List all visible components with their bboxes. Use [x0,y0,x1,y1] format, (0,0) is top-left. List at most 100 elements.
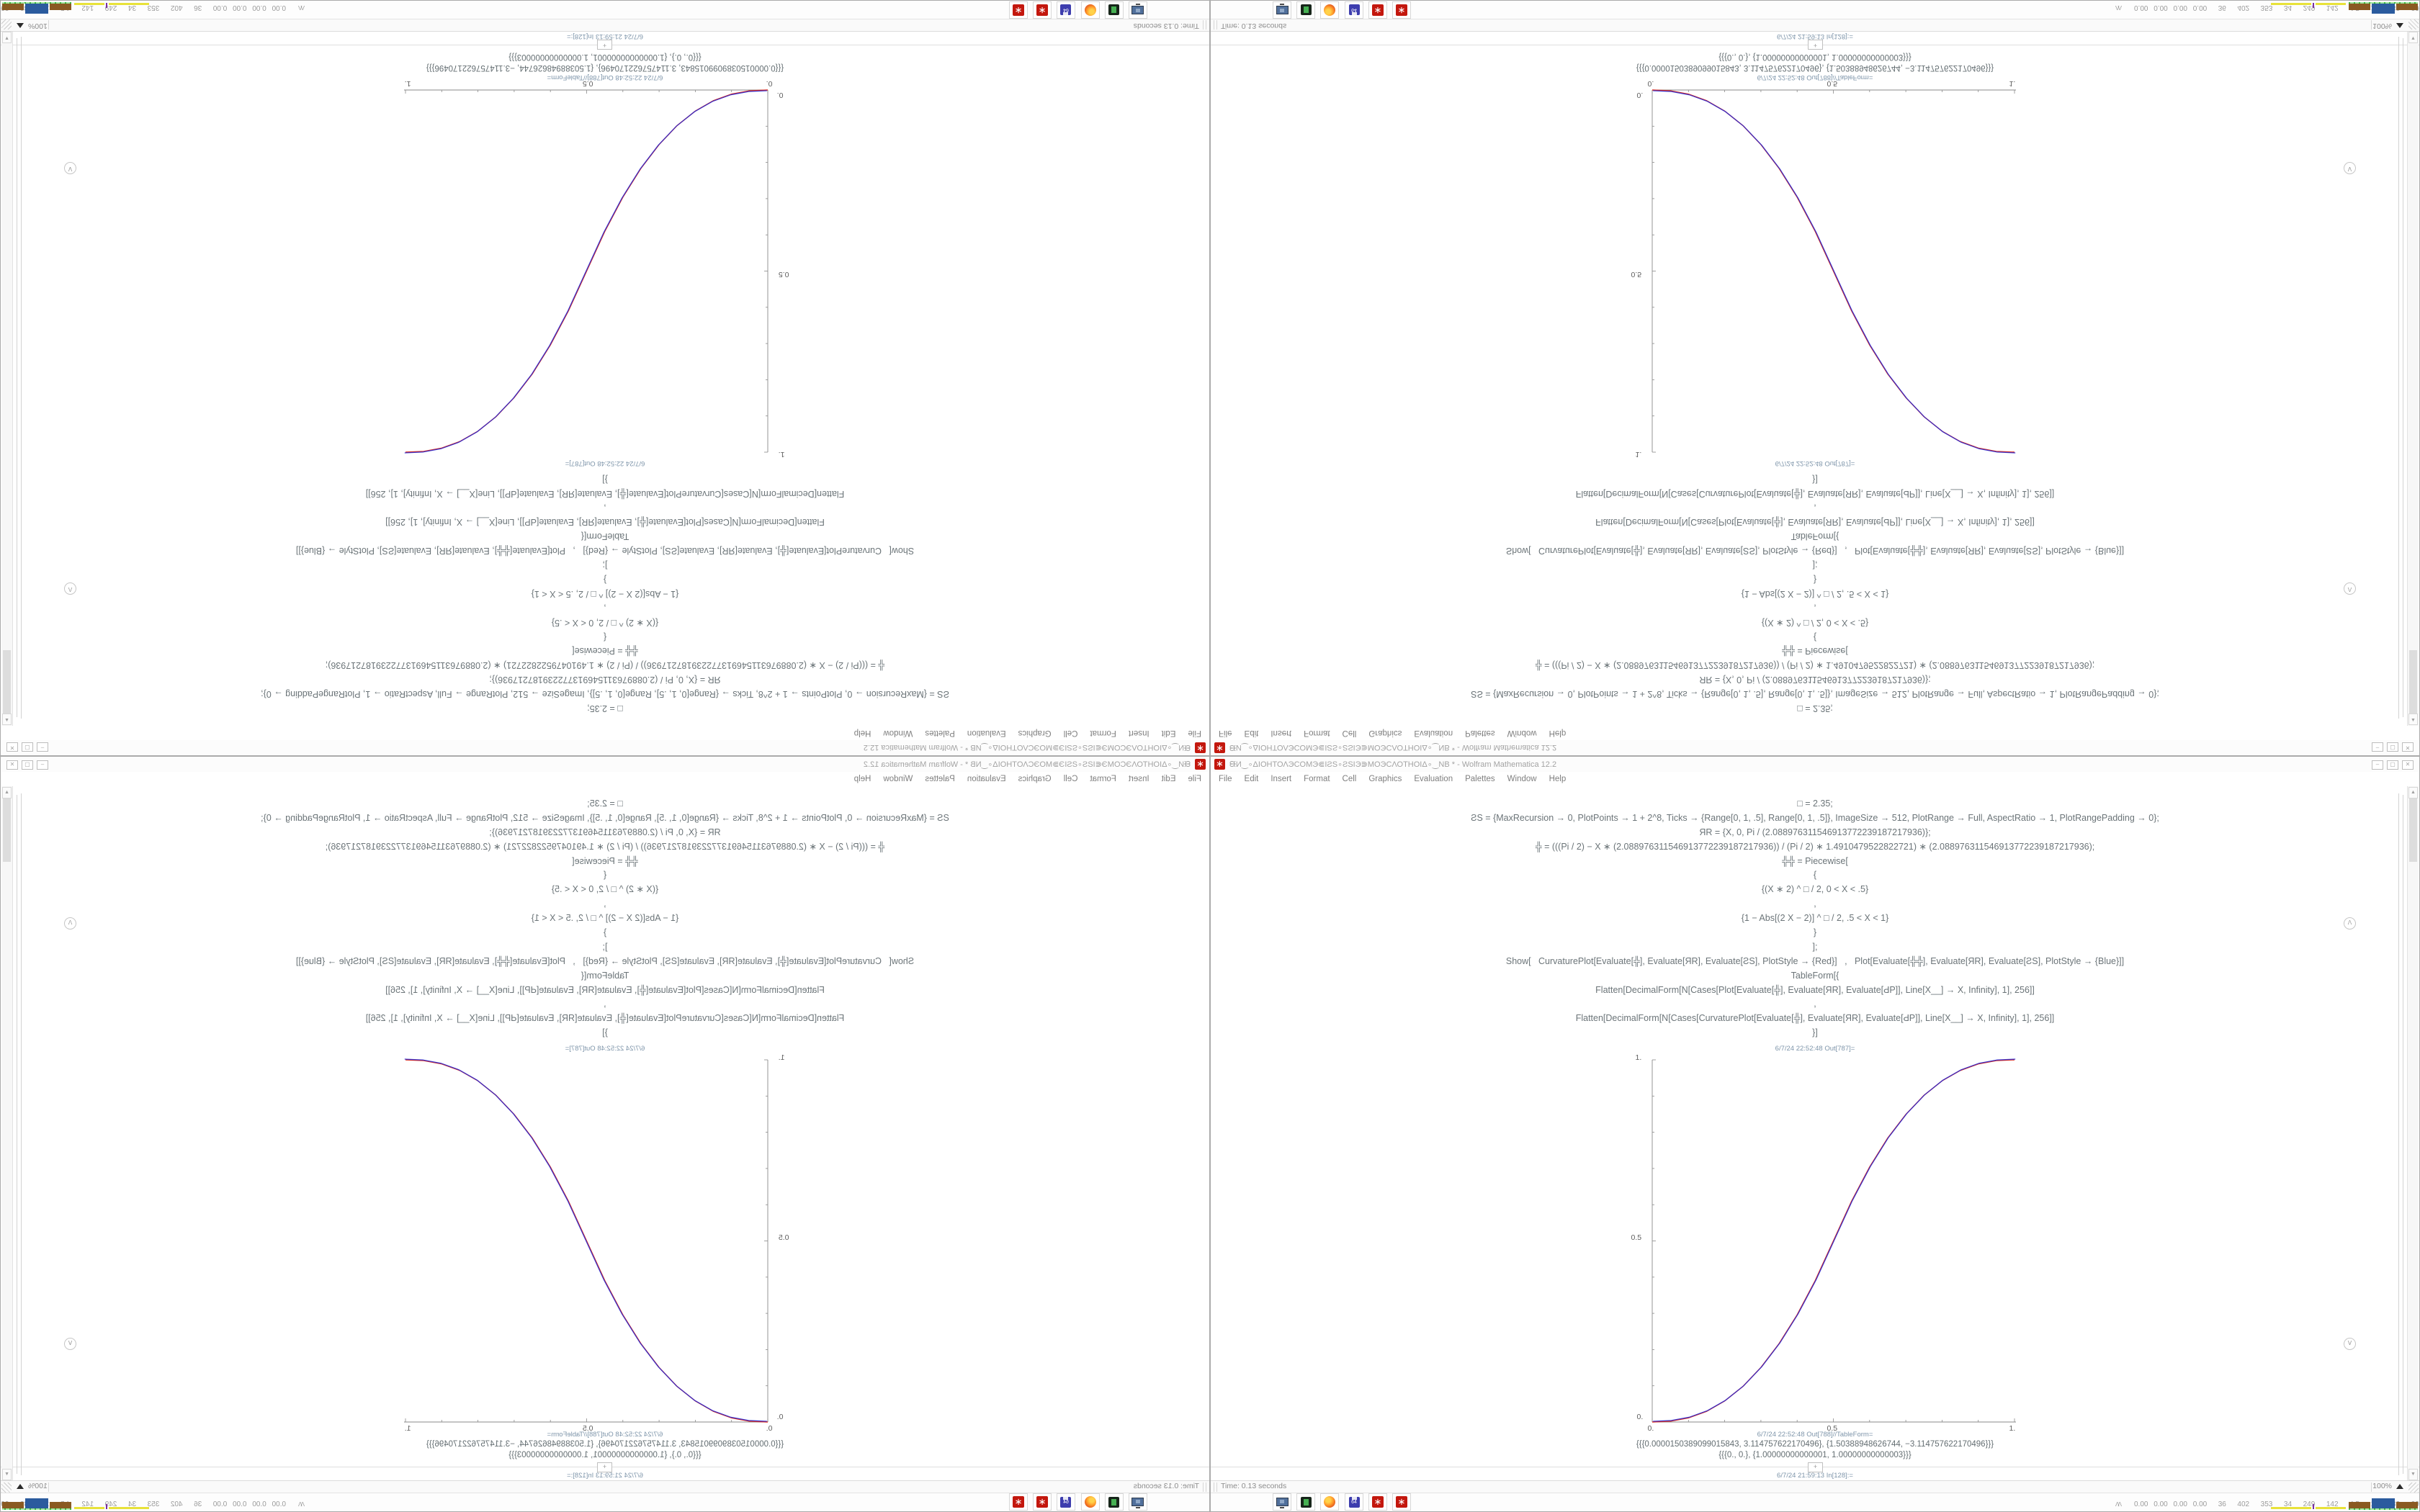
menu-edit[interactable]: Edit [1244,775,1259,783]
green-book-icon[interactable] [1296,1,1315,19]
tray-collapse-icon[interactable]: ᐱᐱ [300,4,305,11]
monitor-icon[interactable] [1129,1,1147,19]
code-line[interactable]: , [604,999,606,1009]
input-cell[interactable]: □ = 2.35; ƧS = {MaxRecursion → 0, PlotPo… [1,786,1209,1040]
minimize-button[interactable]: – [37,760,48,770]
code-line[interactable]: , [604,899,606,909]
code-line[interactable]: Show[ CurvaturePlot[Evaluate[╬], Evaluat… [1505,955,2125,966]
menu-format[interactable]: Format [1304,775,1330,783]
input-cell[interactable]: □ = 2.35; ƧS = {MaxRecursion → 0, PlotPo… [1,472,1209,726]
code-line[interactable]: {(X ∗ 2) ^ □ / 2, 0 < X < .5} [551,617,659,628]
zoom-level[interactable]: 100% [2372,22,2392,30]
menu-cell[interactable]: Cell [1063,775,1078,783]
scrollbar-thumb[interactable] [3,798,11,862]
menu-window[interactable]: Window [1507,775,1537,783]
wolfram-gear-icon[interactable]: ∗ [1009,1,1028,19]
code-line[interactable]: ЯR = {X, 0, Pi / (2.08897631154691377223… [489,675,721,685]
minimize-button[interactable]: – [2372,760,2383,770]
scroll-down-icon[interactable]: ▼ [2,1469,12,1480]
chevron-up-icon[interactable]: ᐱ [64,917,76,930]
magnification-dropdown-icon[interactable] [17,23,24,28]
magnification-control[interactable]: 100% [2372,22,2403,30]
chevron-down-icon[interactable]: ᐯ [2344,162,2356,174]
menu-evaluation[interactable]: Evaluation [1414,729,1453,737]
code-line[interactable]: TableForm[{ [1791,970,1839,981]
chevron-down-icon[interactable]: ᐯ [2344,1338,2356,1350]
code-line[interactable]: } [1813,927,1817,938]
code-line[interactable]: {(X ∗ 2) ^ □ / 2, 0 < X < .5} [1761,617,1869,628]
insert-cell-plus-icon[interactable]: + [597,1462,612,1473]
menu-edit[interactable]: Edit [1244,729,1259,737]
code-line[interactable]: { [603,631,607,642]
vertical-scrollbar[interactable]: ▲ ▼ [2407,786,2419,1481]
code-line[interactable]: ╬╬ = Piecewise[ [1782,646,1848,657]
input-cell[interactable]: □ = 2.35; ƧS = {MaxRecursion → 0, PlotPo… [1211,472,2419,726]
close-button[interactable]: ✕ [2402,742,2414,752]
code-line[interactable]: ╬╬ = Piecewise[ [1782,855,1848,866]
chevron-up-icon[interactable]: ᐱ [64,582,76,595]
chevron-down-icon[interactable]: ᐯ [64,1338,76,1350]
code-line[interactable]: } [1813,574,1817,585]
code-line[interactable]: Show[ CurvaturePlot[Evaluate[╬], Evaluat… [295,955,915,966]
code-line[interactable]: ]; [602,941,608,952]
menu-window[interactable]: Window [1507,729,1537,737]
firefox-icon[interactable] [1320,1493,1339,1511]
code-line[interactable]: Flatten[DecimalForm[N[Cases[CurvaturePlo… [365,1013,845,1024]
code-line[interactable]: {(X ∗ 2) ^ □ / 2, 0 < X < .5} [551,884,659,895]
insert-cell-plus-icon[interactable]: + [1808,1462,1823,1473]
monitor-icon[interactable] [1273,1493,1291,1511]
wolfram-gear-icon[interactable]: ∗ [1368,1493,1387,1511]
scrollbar-thumb[interactable] [2409,650,2417,714]
scroll-down-icon[interactable]: ▼ [2408,1469,2418,1480]
scroll-up-icon[interactable]: ▲ [2,787,12,798]
minimize-button[interactable]: – [2372,742,2383,752]
menu-help[interactable]: Help [1549,729,1567,737]
menu-insert[interactable]: Insert [1128,729,1150,737]
menu-graphics[interactable]: Graphics [1368,729,1402,737]
code-line[interactable]: TableForm[{ [581,531,629,542]
firefox-icon[interactable] [1081,1,1100,19]
code-line[interactable]: TableForm[{ [581,970,629,981]
zoom-level[interactable]: 100% [28,1482,48,1490]
menu-palettes[interactable]: Palettes [1465,729,1495,737]
floppy-64-icon[interactable]: 64 [1057,1493,1075,1511]
resize-grip[interactable] [1,1482,12,1493]
floppy-64-icon[interactable]: 64 [1345,1,1363,19]
code-line[interactable]: Flatten[DecimalForm[N[Cases[CurvaturePlo… [1575,1013,2055,1024]
monitor-icon[interactable] [1273,1,1291,19]
code-line[interactable]: , [1814,603,1816,613]
menu-format[interactable]: Format [1304,729,1330,737]
insert-cell-plus-icon[interactable]: + [1808,39,1823,50]
scrollbar-thumb[interactable] [3,650,11,714]
code-line[interactable]: } [603,574,607,585]
chevron-up-icon[interactable]: ᐱ [2344,582,2356,595]
close-button[interactable]: ✕ [2402,760,2414,770]
menu-file[interactable]: File [1219,775,1232,783]
menu-graphics[interactable]: Graphics [1368,775,1402,783]
chevron-up-icon[interactable]: ᐱ [2344,917,2356,930]
firefox-icon[interactable] [1081,1493,1100,1511]
code-line[interactable]: ЯR = {X, 0, Pi / (2.08897631154691377223… [1699,675,1931,685]
scroll-down-icon[interactable]: ▼ [2408,32,2418,43]
cell-group-bracket[interactable] [2398,37,2399,719]
code-line[interactable]: Flatten[DecimalForm[N[Cases[Plot[Evaluat… [1595,984,2035,995]
code-line[interactable]: } [603,927,607,938]
scrollbar-thumb[interactable] [2409,798,2417,862]
menu-evaluation[interactable]: Evaluation [967,775,1006,783]
code-line[interactable]: ╬ = (((Pi / 2) − X ∗ (2.0889763115469137… [325,841,885,852]
title-bar[interactable]: ∗ ᙠИ‿∘ΔΙΟΗΤΟΛЭCOMЭ⋐ΙƧS∘ƧSΙЭ⋑MOЭCΛΟΤΗΟΙΔ∘… [1,757,1209,772]
magnification-control[interactable]: 100% [17,1482,48,1490]
code-line[interactable]: { [1813,631,1817,642]
code-line[interactable]: Flatten[DecimalForm[N[Cases[Plot[Evaluat… [385,517,825,528]
menu-help[interactable]: Help [853,775,871,783]
code-line[interactable]: □ = 2.35; [1797,703,1833,714]
resize-grip[interactable] [2408,19,2419,30]
monitor-icon[interactable] [1129,1493,1147,1511]
title-bar[interactable]: ∗ ᙠИ‿∘ΔΙΟΗΤΟΛЭCOMЭ⋐ΙƧS∘ƧSΙЭ⋑MOЭCΛΟΤΗΟΙΔ∘… [1,740,1209,755]
close-button[interactable]: ✕ [6,742,18,752]
menu-insert[interactable]: Insert [1270,729,1292,737]
menu-cell[interactable]: Cell [1342,729,1357,737]
minimize-button[interactable]: – [37,742,48,752]
scroll-up-icon[interactable]: ▲ [2408,787,2418,798]
code-line[interactable]: }] [1812,474,1818,485]
